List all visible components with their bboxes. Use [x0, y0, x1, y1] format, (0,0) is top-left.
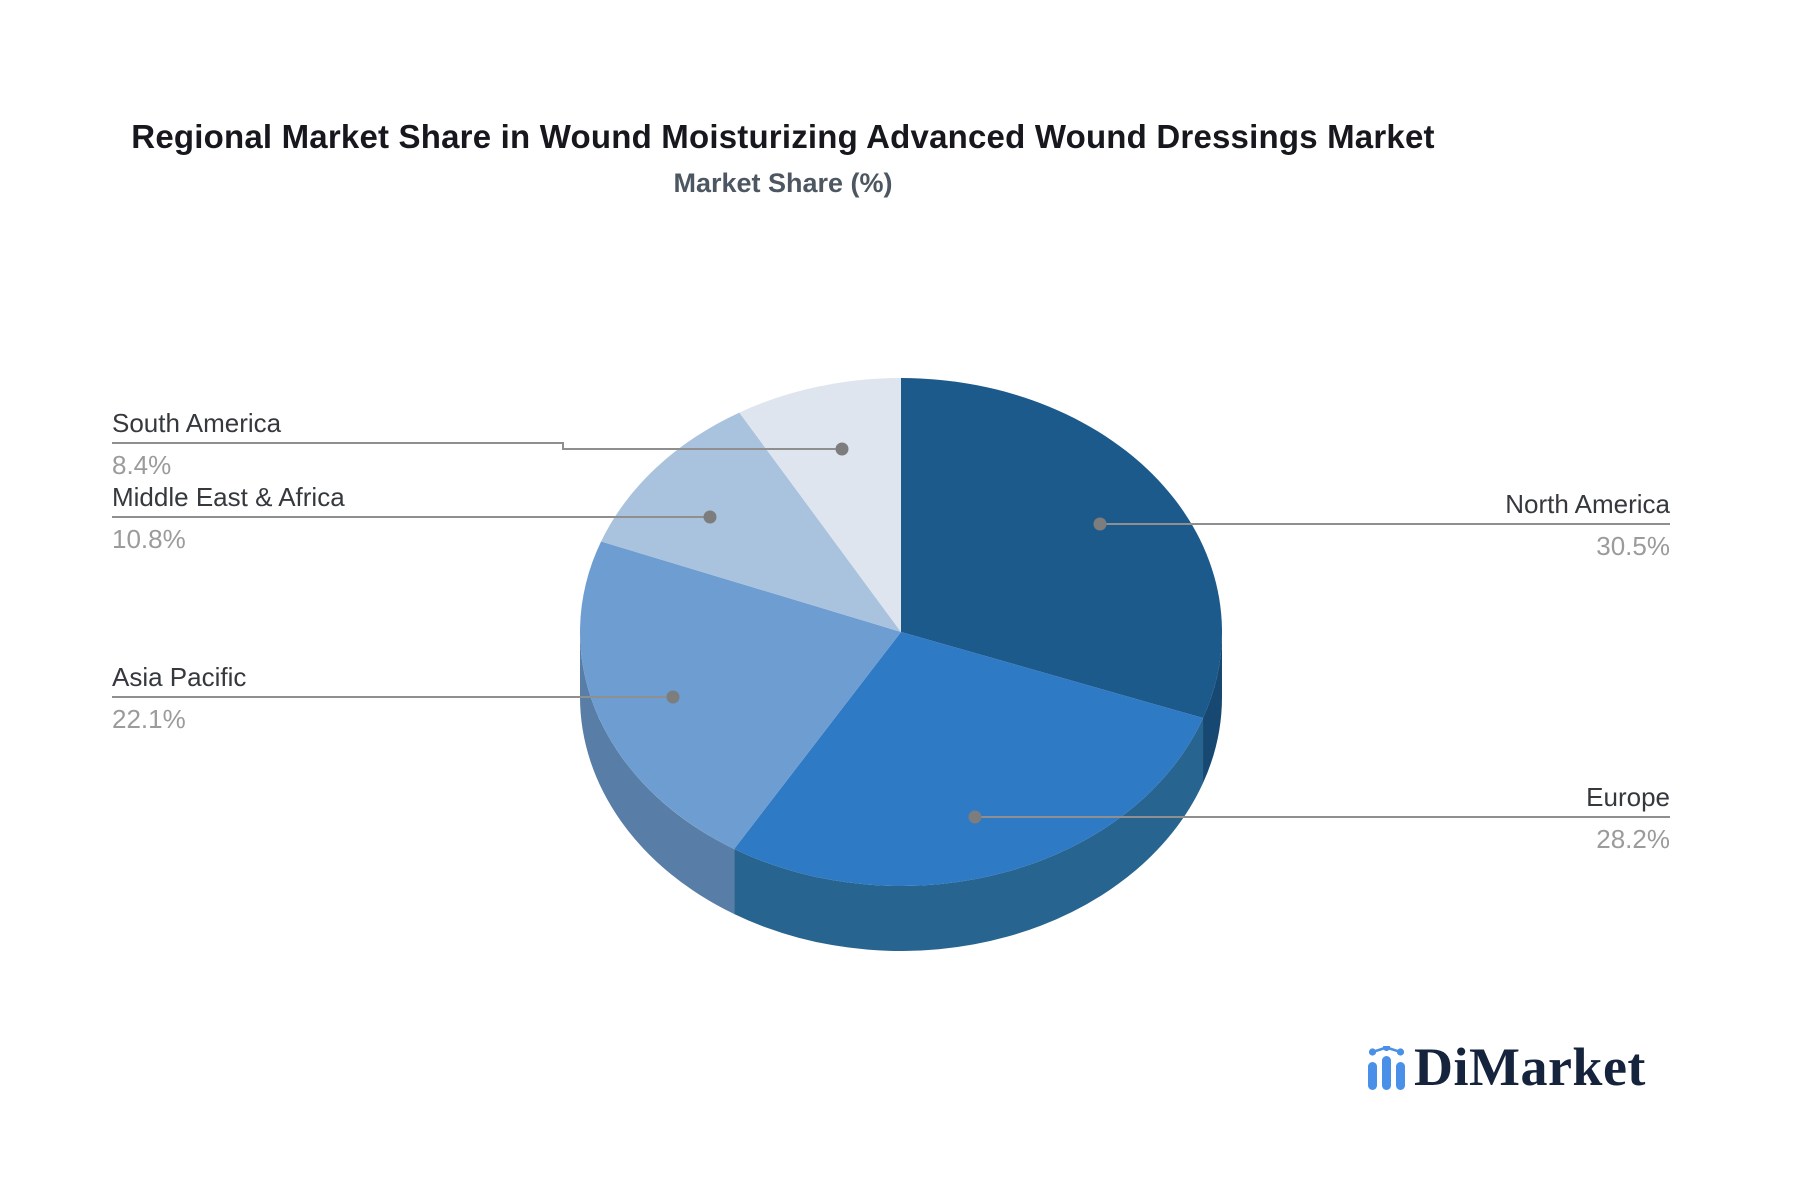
connector-dot-middle-east-africa — [703, 510, 717, 524]
pie-slice-side-europe — [734, 718, 1204, 951]
logo-text: DiMarket — [1414, 1037, 1646, 1097]
slice-label-north-america: North America 30.5% — [1505, 488, 1670, 562]
pie-slice-middle-east-africa[interactable] — [601, 412, 901, 632]
slice-label-asia-pacific: Asia Pacific 22.1% — [112, 661, 246, 735]
bar-line-chart-icon — [1368, 1046, 1405, 1090]
pie-slice-side-north-america — [1203, 632, 1222, 784]
pie-slice-north-america[interactable] — [901, 378, 1222, 719]
slice-label-value: 8.4% — [112, 450, 172, 480]
slice-label-value: 10.8% — [112, 524, 186, 554]
connector-dot-north-america — [1093, 517, 1107, 531]
slice-label-name: Asia Pacific — [112, 662, 247, 692]
connector-line-south-america — [112, 442, 836, 450]
chart-title: Regional Market Share in Wound Moisturiz… — [131, 118, 1435, 155]
slice-label-south-america: South America 8.4% — [112, 407, 281, 481]
pie-slice-europe[interactable] — [734, 632, 1204, 886]
slice-label-value: 28.2% — [1596, 824, 1670, 854]
slice-label-value: 22.1% — [112, 704, 186, 734]
slice-label-name: North America — [1505, 489, 1670, 519]
slice-label-name: South America — [112, 408, 282, 438]
pie-slice-south-america[interactable] — [739, 378, 901, 632]
slice-label-value: 30.5% — [1596, 531, 1670, 561]
chart-subtitle: Market Share (%) — [673, 168, 893, 198]
slice-label-middle-east-africa: Middle East & Africa 10.8% — [112, 481, 345, 555]
pie-slice-asia-pacific[interactable] — [579, 541, 901, 849]
pie-slice-side-asia-pacific — [580, 632, 735, 914]
slice-label-name: Middle East & Africa — [112, 482, 345, 512]
slice-label-europe: Europe 28.2% — [1586, 781, 1670, 855]
slice-label-name: Europe — [1586, 782, 1670, 812]
connector-dot-south-america — [835, 442, 849, 456]
connector-dot-europe — [968, 810, 982, 824]
connector-dot-asia-pacific — [666, 690, 680, 704]
